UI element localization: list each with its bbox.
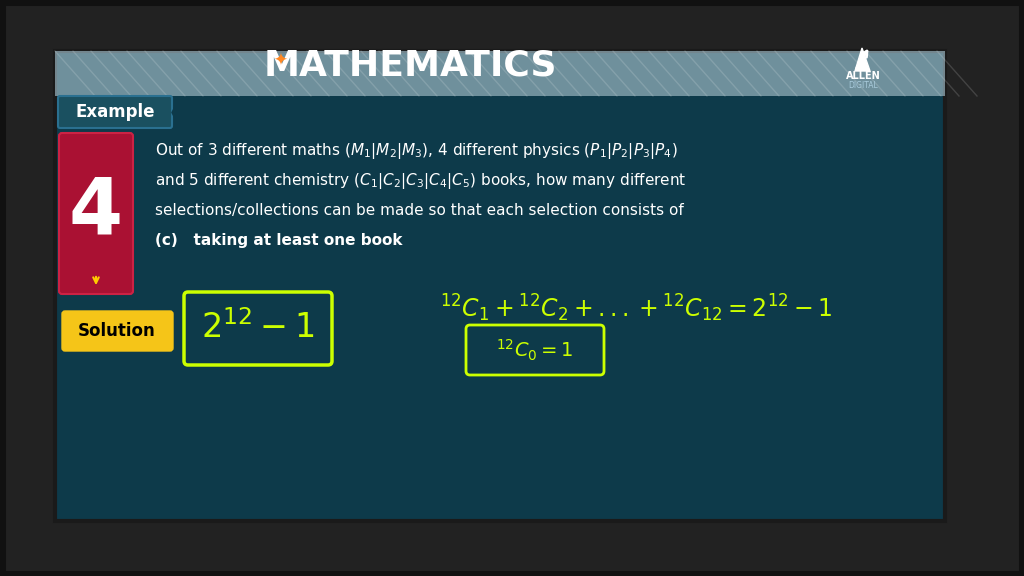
Text: Out of 3 different maths $(M_1|M_2|M_3)$, 4 different physics $(P_1|P_2|P_3|P_4): Out of 3 different maths $(M_1|M_2|M_3)$… [155, 141, 678, 161]
Bar [55, 51, 945, 96]
FancyBboxPatch shape [62, 311, 173, 351]
Text: MATHEMATICS: MATHEMATICS [263, 49, 557, 83]
Text: DIGITAL: DIGITAL [848, 81, 878, 89]
Text: ❬: ❬ [167, 103, 183, 122]
Text: $2^{12} - 1$: $2^{12} - 1$ [202, 310, 314, 346]
Polygon shape [855, 48, 870, 71]
Text: selections/collections can be made so that each selection consists of: selections/collections can be made so th… [155, 203, 684, 218]
Text: ${}^{12}C_0 = 1$: ${}^{12}C_0 = 1$ [497, 338, 573, 363]
Bar [55, 51, 945, 521]
Text: 4: 4 [69, 173, 123, 249]
Text: ✦: ✦ [273, 52, 287, 70]
FancyBboxPatch shape [58, 96, 172, 128]
Text: and 5 different chemistry $(C_1|C_2|C_3|C_4|C_5)$ books, how many different: and 5 different chemistry $(C_1|C_2|C_3|… [155, 171, 686, 191]
Text: Solution: Solution [78, 322, 156, 340]
Text: ${}^{12}C_1 + {}^{12}C_2 + ... + {}^{12}C_{12} = 2^{12} - 1$: ${}^{12}C_1 + {}^{12}C_2 + ... + {}^{12}… [440, 292, 833, 324]
Text: (c)   taking at least one book: (c) taking at least one book [155, 233, 402, 248]
Text: ALLEN: ALLEN [846, 71, 881, 81]
Text: Example: Example [75, 103, 155, 121]
FancyBboxPatch shape [59, 133, 133, 294]
